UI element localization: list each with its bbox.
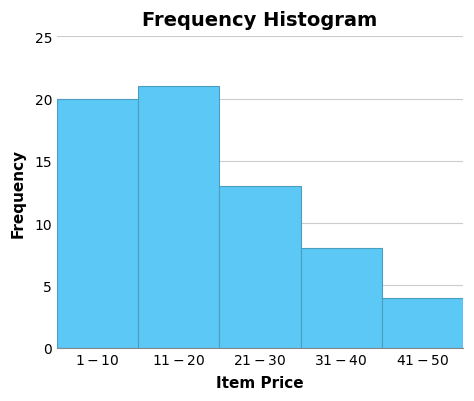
Bar — [301, 248, 382, 348]
X-axis label: Item Price: Item Price — [216, 375, 304, 390]
Bar — [57, 99, 138, 348]
Title: Frequency Histogram: Frequency Histogram — [142, 11, 377, 30]
Bar — [382, 298, 463, 348]
Y-axis label: Frequency: Frequency — [11, 148, 26, 237]
Bar — [219, 186, 301, 348]
Bar — [138, 87, 219, 348]
